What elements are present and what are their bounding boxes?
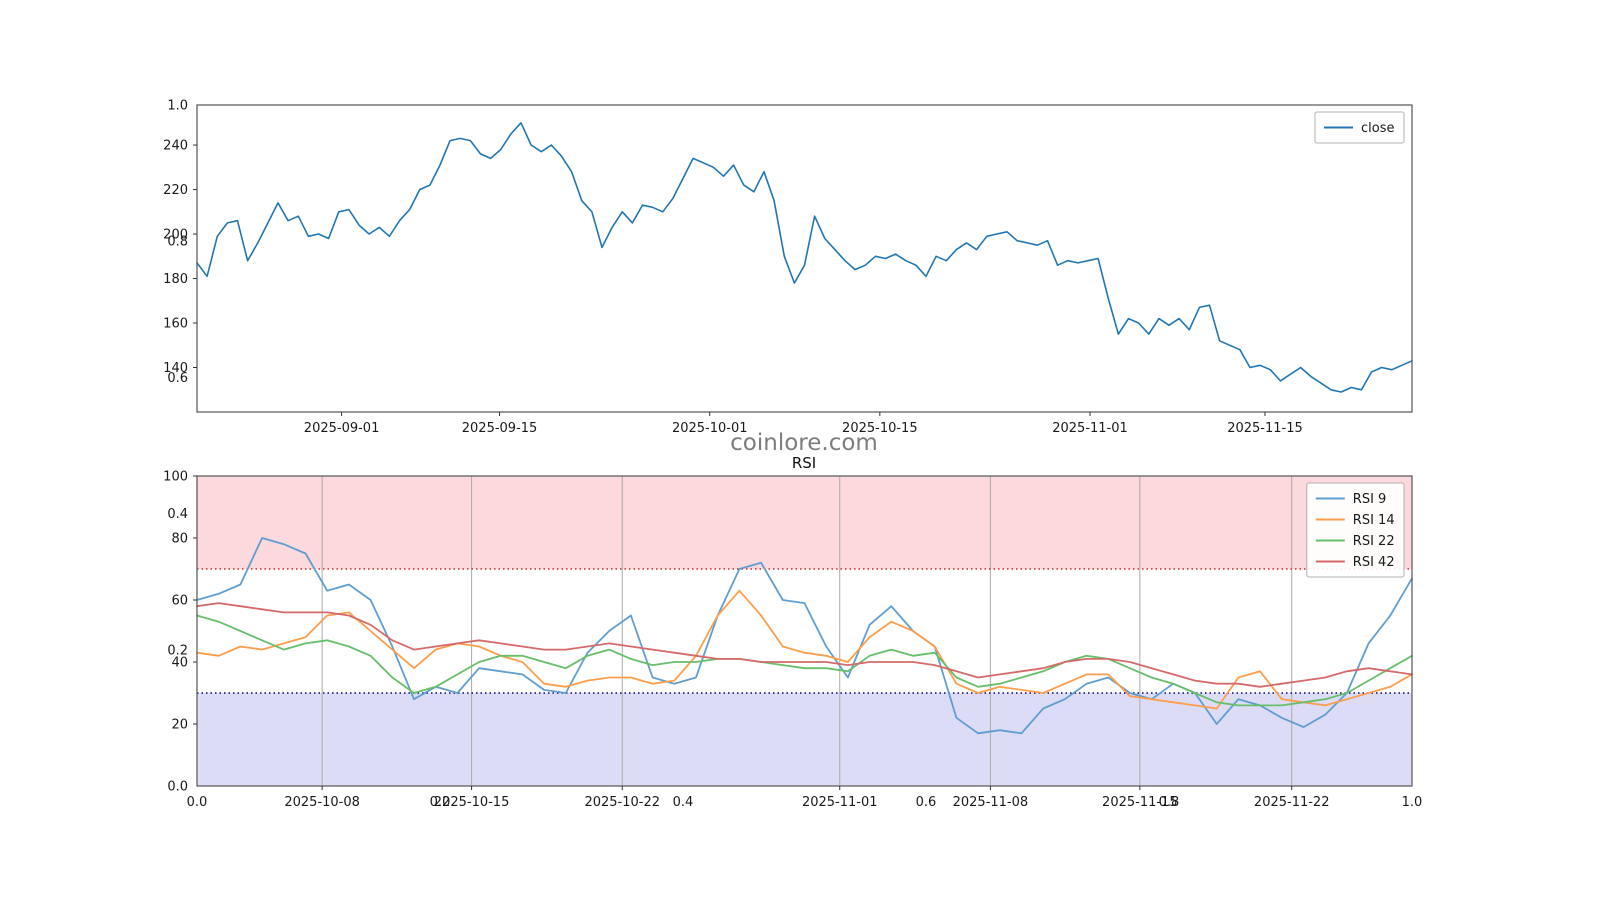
x-tick-label: 2025-11-08 — [953, 795, 1029, 810]
x-tick-label: 2025-11-15 — [1227, 421, 1303, 436]
rsi-section-title: RSI — [791, 454, 817, 472]
oversold-zone — [197, 693, 1412, 786]
overlay-y-tick-label: 0.4 — [167, 507, 188, 522]
overlay-y-tick-label: 0.8 — [167, 235, 188, 250]
overlay-x-tick-label: 1.0 — [1402, 795, 1423, 810]
series-rsi-42-line — [196, 602, 1413, 688]
y-tick-label: 100 — [163, 470, 188, 485]
x-tick-label: 2025-10-15 — [434, 795, 510, 810]
axes-frame — [196, 104, 1413, 413]
y-tick-label: 180 — [163, 272, 188, 287]
y-tick-label: 140 — [163, 361, 188, 376]
x-tick-label: 2025-09-15 — [462, 421, 538, 436]
x-tick-label: 2025-10-01 — [672, 421, 748, 436]
y-tick-label: 240 — [163, 139, 188, 154]
overlay-x-tick-label: 0.0 — [187, 795, 208, 810]
overlay-x-tick-label: 0.6 — [916, 795, 937, 810]
overlay-x-tick-label: 0.8 — [1159, 795, 1180, 810]
legend-label: RSI 14 — [1353, 513, 1395, 528]
series-rsi-14-line — [196, 589, 1413, 710]
x-tick-label: 2025-09-01 — [304, 421, 380, 436]
overlay-y-tick-label: 0.2 — [167, 643, 188, 658]
x-tick-label: 2025-11-01 — [1052, 421, 1128, 436]
overlay-y-tick-label: 1.0 — [167, 99, 188, 114]
legend-label: close — [1361, 121, 1394, 136]
x-tick-label: 2025-11-22 — [1254, 795, 1330, 810]
x-tick-label: 2025-11-01 — [802, 795, 878, 810]
legend-box — [1306, 482, 1405, 578]
series-close-line — [196, 122, 1413, 393]
legend-label: RSI 22 — [1353, 534, 1395, 549]
overlay-x-tick-label: 0.2 — [430, 795, 451, 810]
watermark-text: coinlore.com — [730, 430, 878, 456]
legend-label: RSI 9 — [1353, 492, 1387, 507]
y-tick-label: 160 — [163, 317, 188, 332]
y-tick-label: 80 — [171, 532, 188, 547]
overlay-x-tick-label: 0.4 — [673, 795, 694, 810]
y-tick-label: 220 — [163, 183, 188, 198]
series-rsi-9-line — [196, 537, 1413, 735]
y-tick-label: 60 — [171, 594, 188, 609]
overlay-y-tick-label: 0.6 — [167, 371, 188, 386]
x-tick-label: 2025-11-15 — [1102, 795, 1178, 810]
legend-label: RSI 42 — [1353, 555, 1395, 570]
overbought-zone — [197, 476, 1412, 569]
y-tick-label: 40 — [171, 656, 188, 671]
legend-box — [1314, 111, 1405, 144]
y-tick-label: 20 — [171, 718, 188, 733]
axes-frame — [196, 475, 1413, 787]
overlay-y-tick-label: 0.0 — [167, 780, 188, 795]
x-tick-label: 2025-10-15 — [842, 421, 918, 436]
series-rsi-22-line — [196, 614, 1413, 707]
y-tick-label: 200 — [163, 228, 188, 243]
x-tick-label: 2025-10-08 — [284, 795, 360, 810]
x-tick-label: 2025-10-22 — [584, 795, 660, 810]
